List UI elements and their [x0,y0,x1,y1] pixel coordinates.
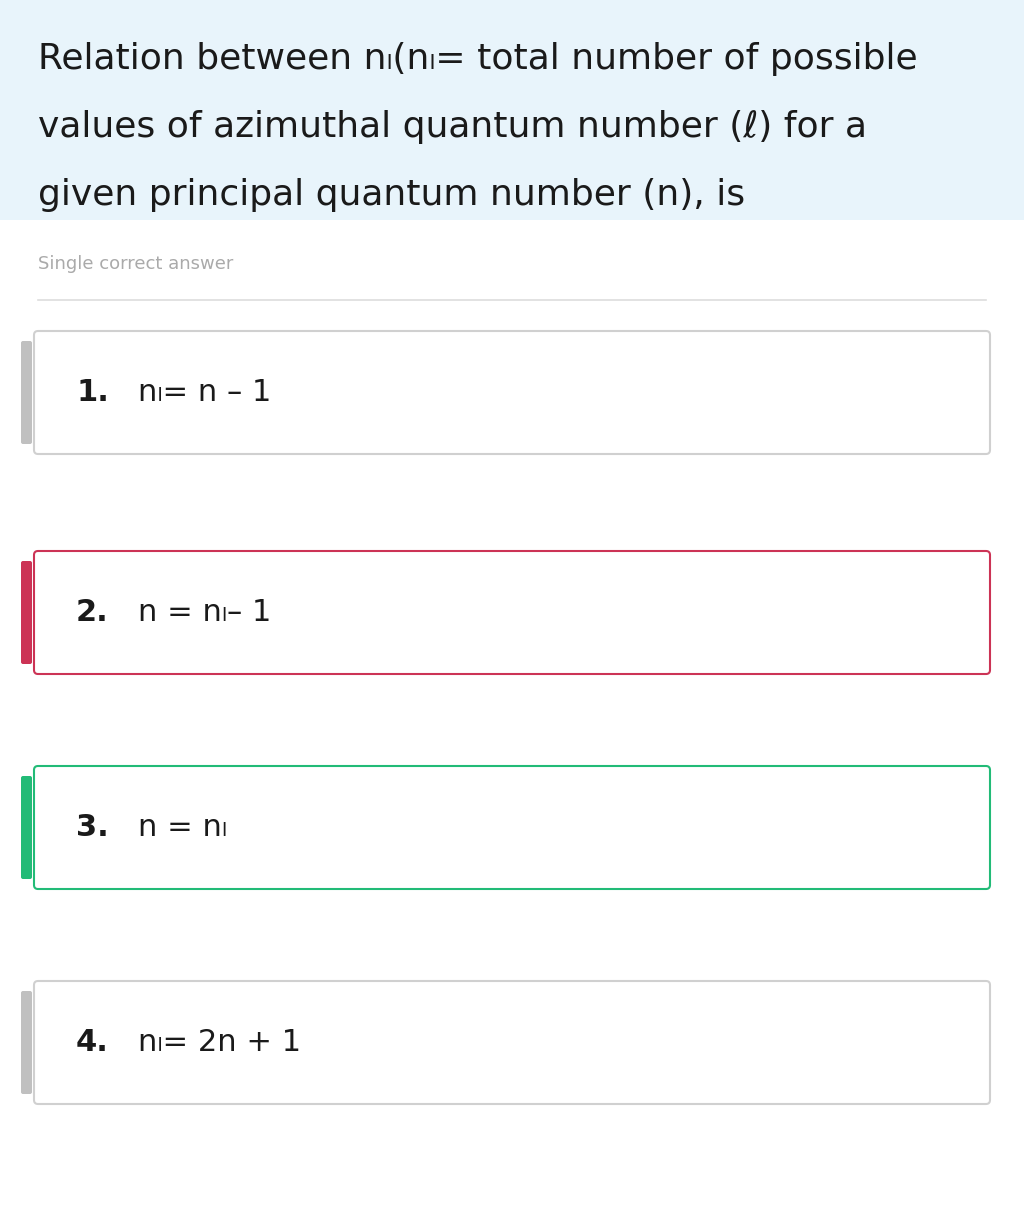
Text: Relation between nₗ(nₗ= total number of possible: Relation between nₗ(nₗ= total number of … [38,42,918,76]
FancyBboxPatch shape [22,342,32,444]
Text: given principal quantum number (n), is: given principal quantum number (n), is [38,177,745,212]
Text: Single correct answer: Single correct answer [38,255,233,273]
Text: n = nₗ: n = nₗ [138,814,227,842]
FancyBboxPatch shape [34,552,990,674]
FancyBboxPatch shape [34,331,990,454]
Text: 1.: 1. [76,378,109,407]
FancyBboxPatch shape [22,561,32,664]
Text: 2.: 2. [76,597,109,626]
FancyBboxPatch shape [0,0,1024,220]
Text: 3.: 3. [76,814,109,842]
FancyBboxPatch shape [22,776,32,879]
FancyBboxPatch shape [34,981,990,1104]
Text: n = nₗ– 1: n = nₗ– 1 [138,597,271,626]
Text: nₗ= n – 1: nₗ= n – 1 [138,378,271,407]
Text: nₗ= 2n + 1: nₗ= 2n + 1 [138,1028,301,1057]
FancyBboxPatch shape [22,991,32,1094]
FancyBboxPatch shape [34,766,990,890]
Text: 4.: 4. [76,1028,109,1057]
Text: values of azimuthal quantum number (ℓ) for a: values of azimuthal quantum number (ℓ) f… [38,110,867,144]
